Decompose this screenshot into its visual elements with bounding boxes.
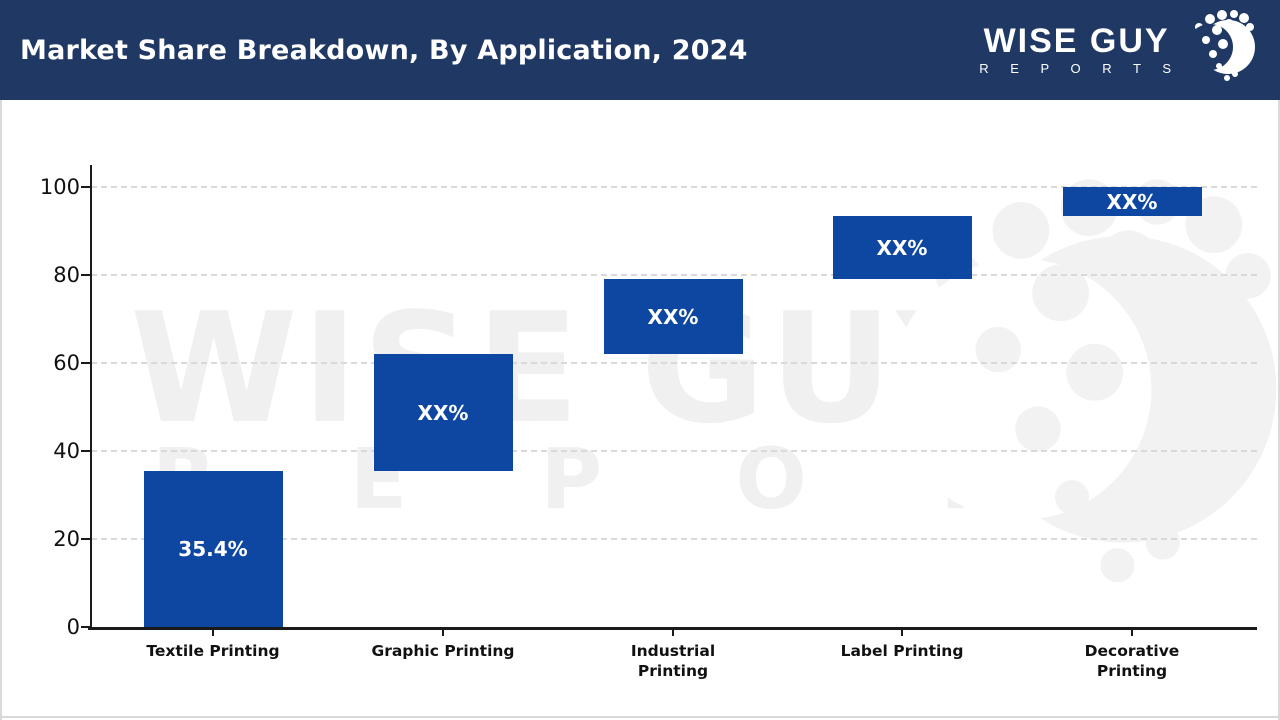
y-tick: [81, 186, 90, 188]
y-tick-label: 100: [39, 175, 80, 199]
brand-logo-subname: R E P O R T S: [979, 61, 1180, 76]
bar: [603, 279, 743, 355]
page-title: Market Share Breakdown, By Application, …: [20, 34, 748, 66]
x-tick-label: Label Printing: [840, 642, 964, 660]
bar-value-label: XX%: [876, 235, 928, 260]
x-tick: [672, 629, 674, 636]
y-tick-label: 80: [53, 263, 80, 287]
x-tick-label: Textile Printing: [146, 642, 280, 660]
watermark-text: WISE GUY: [130, 280, 1011, 457]
footer-divider: [2, 716, 1278, 718]
header-bar: Market Share Breakdown, By Application, …: [0, 0, 1280, 100]
x-tick: [442, 629, 444, 636]
gridline: [91, 186, 1257, 188]
y-tick: [81, 538, 90, 540]
gridline: [91, 538, 1257, 540]
y-tick: [81, 450, 90, 452]
x-tick: [901, 629, 903, 636]
y-tick: [81, 626, 90, 628]
bar-value-label: 35.4%: [178, 537, 248, 562]
x-tick-label: Industrial Printing: [630, 642, 716, 680]
gridline: [91, 450, 1257, 452]
bar-value-label: XX%: [417, 400, 469, 425]
y-tick-label: 40: [53, 439, 80, 463]
x-tick: [1131, 629, 1133, 636]
x-tick-label: Graphic Printing: [371, 642, 515, 660]
y-tick-label: 20: [53, 527, 80, 551]
bar-value-label: XX%: [647, 304, 699, 329]
chart-canvas: WISE GUY R E P O R T S: [0, 100, 1280, 720]
x-axis-line: [88, 627, 1257, 630]
gridline: [91, 362, 1257, 364]
bar: [1062, 187, 1202, 217]
x-tick: [212, 629, 214, 636]
y-tick: [81, 362, 90, 364]
watermark-head-icon: [862, 160, 1280, 634]
bar-value-label: XX%: [1106, 189, 1158, 214]
y-tick: [81, 274, 90, 276]
y-tick-label: 0: [66, 615, 80, 639]
dotted-head-icon: [1182, 9, 1256, 91]
bar: [832, 216, 972, 280]
brand-logo-text: WISE GUY R E P O R T S: [973, 23, 1180, 77]
x-tick-label: Decorative Printing: [1084, 642, 1180, 680]
brand-logo-name: WISE GUY: [983, 22, 1170, 60]
gridline: [91, 274, 1257, 276]
brand-logo: WISE GUY R E P O R T S: [973, 9, 1256, 91]
bar: [143, 471, 283, 627]
y-axis-line: [90, 165, 92, 629]
bar: [373, 354, 513, 472]
y-tick-label: 60: [53, 351, 80, 375]
